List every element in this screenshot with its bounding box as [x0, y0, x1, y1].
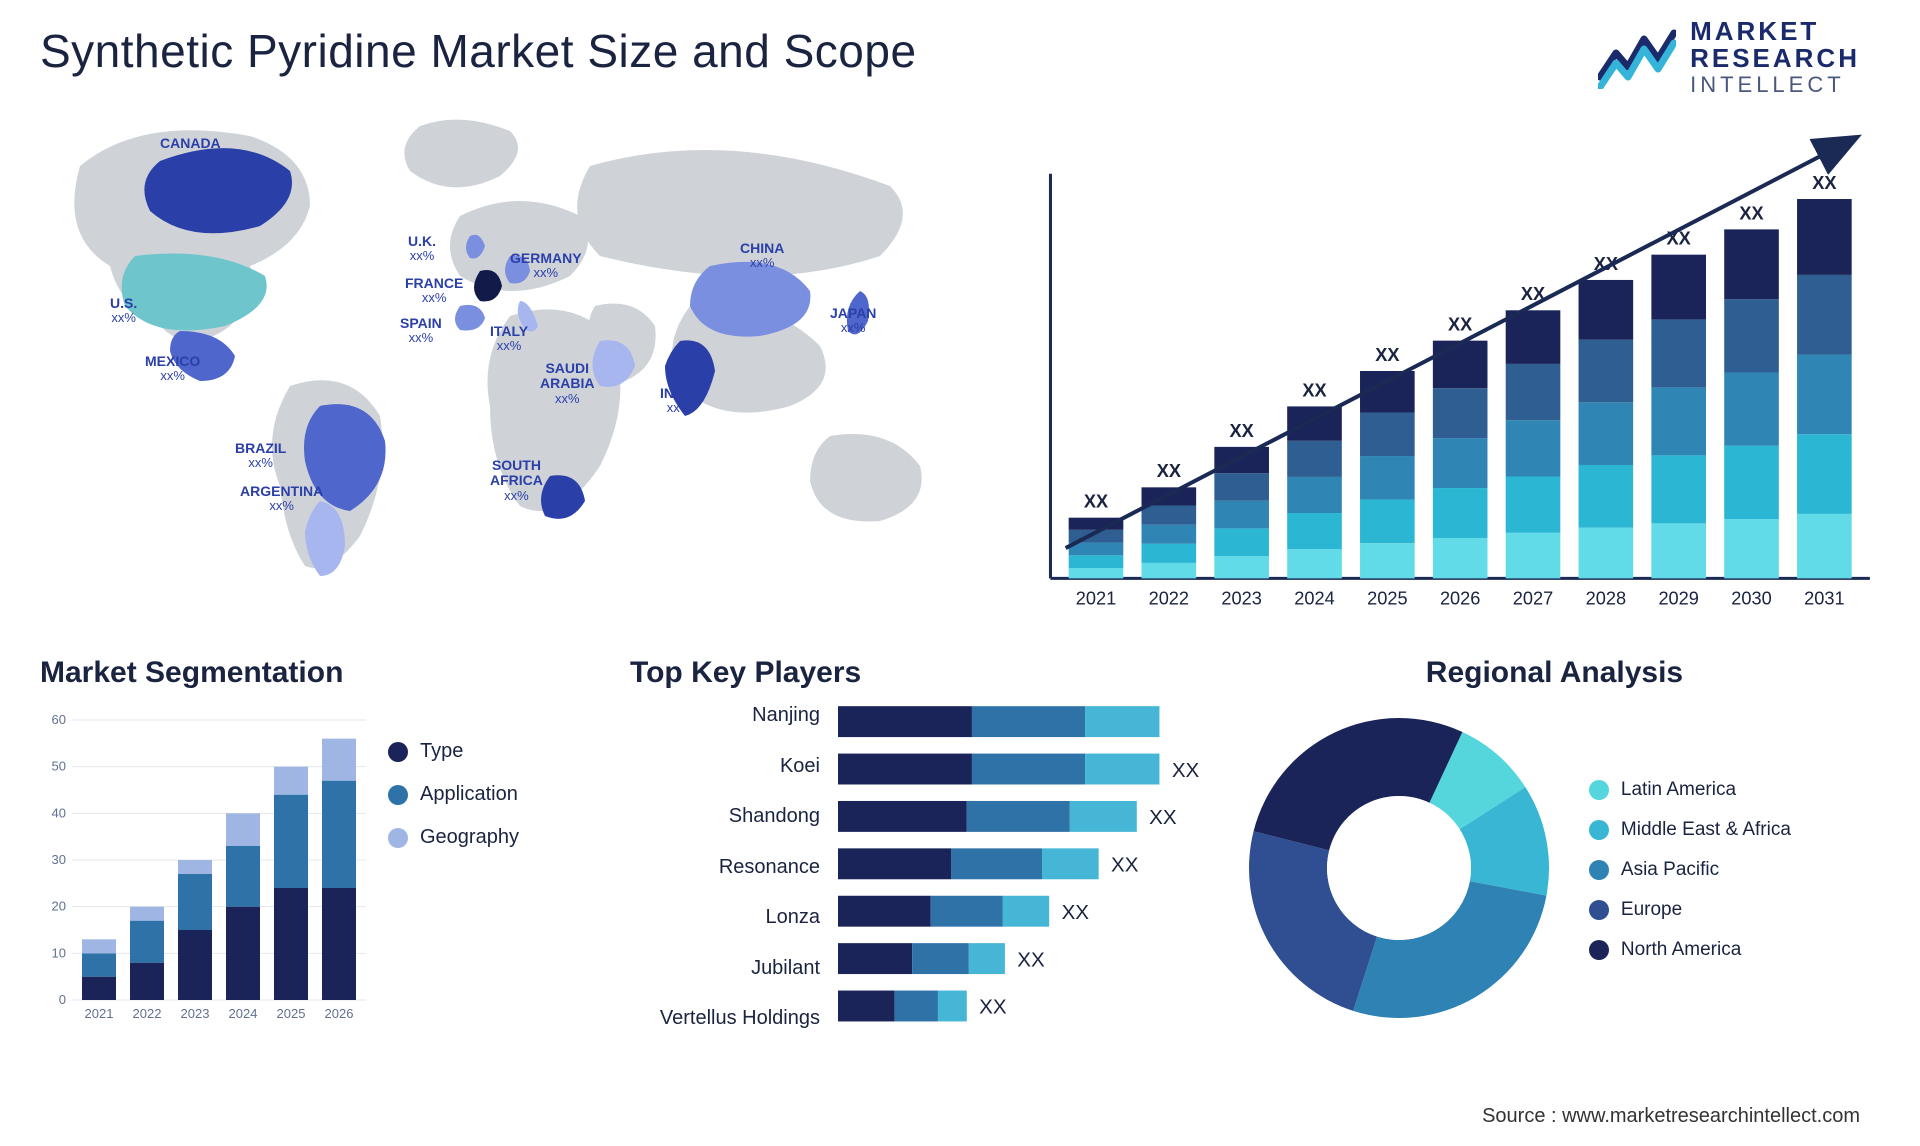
svg-text:2027: 2027: [1513, 589, 1553, 609]
source-label: Source : www.marketresearchintellect.com: [1482, 1105, 1860, 1128]
player-name: Vertellus Holdings: [630, 1007, 820, 1030]
map-label: FRANCExx%: [405, 276, 463, 306]
key-players-chart: XX XX XX XX XX XX: [838, 700, 1209, 1040]
svg-text:2025: 2025: [277, 1006, 306, 1021]
svg-text:XX: XX: [1302, 380, 1326, 400]
svg-text:10: 10: [52, 945, 66, 960]
svg-text:2024: 2024: [229, 1006, 258, 1021]
legend-item: Geography: [388, 826, 610, 849]
svg-text:XX: XX: [1172, 759, 1200, 782]
map-label: U.S.xx%: [110, 296, 137, 326]
svg-text:XX: XX: [1739, 203, 1763, 223]
map-label: CANADAxx%: [160, 136, 221, 166]
map-label: SOUTHAFRICAxx%: [490, 458, 543, 503]
regional-panel: Regional Analysis Latin America Middle Ea…: [1229, 656, 1880, 1056]
player-name: Shandong: [630, 805, 820, 828]
svg-text:2025: 2025: [1367, 589, 1407, 609]
svg-text:2023: 2023: [181, 1006, 210, 1021]
svg-text:50: 50: [52, 759, 66, 774]
segmentation-legend: Type Application Geography: [388, 700, 610, 1040]
svg-text:2029: 2029: [1658, 589, 1698, 609]
segmentation-title: Market Segmentation: [40, 656, 610, 690]
world-map-panel: CANADAxx% U.S.xx% MEXICOxx% BRAZILxx% ARGENT…: [40, 106, 980, 636]
svg-text:40: 40: [52, 805, 66, 820]
svg-text:0: 0: [59, 992, 66, 1007]
svg-text:XX: XX: [1017, 948, 1045, 971]
player-name: Nanjing: [630, 704, 820, 727]
map-label: ITALYxx%: [490, 324, 528, 354]
legend-item: Type: [388, 740, 610, 763]
svg-text:2026: 2026: [1440, 589, 1480, 609]
logo-line3: INTELLECT: [1690, 73, 1860, 96]
legend-item: Middle East & Africa: [1589, 819, 1880, 841]
map-label: CHINAxx%: [740, 241, 784, 271]
svg-text:2026: 2026: [325, 1006, 354, 1021]
legend-item: Asia Pacific: [1589, 859, 1880, 881]
map-label: MEXICOxx%: [145, 354, 200, 384]
brand-logo: MARKET RESEARCH INTELLECT: [1598, 18, 1860, 96]
logo-mark: [1598, 25, 1676, 89]
map-label: JAPANxx%: [830, 306, 876, 336]
segmentation-chart: 0 10 20 30 40 50 60 2021 2022 2023 2024 2025 2026: [40, 700, 370, 1040]
map-label: U.K.xx%: [408, 234, 436, 264]
legend-item: Application: [388, 783, 610, 806]
key-players-panel: Top Key Players Nanjing Koei Shandong Reson…: [630, 656, 1209, 1056]
svg-text:2022: 2022: [1149, 589, 1189, 609]
logo-line1: MARKET: [1690, 18, 1860, 45]
key-players-names: Nanjing Koei Shandong Resonance Lonza Jubilan…: [630, 700, 820, 1040]
svg-text:2031: 2031: [1804, 589, 1844, 609]
map-label: GERMANYxx%: [510, 251, 582, 281]
svg-text:2030: 2030: [1731, 589, 1771, 609]
svg-text:2024: 2024: [1294, 589, 1334, 609]
map-label: ARGENTINAxx%: [240, 484, 323, 514]
svg-text:XX: XX: [1812, 173, 1836, 193]
legend-item: North America: [1589, 939, 1880, 961]
legend-item: Latin America: [1589, 779, 1880, 801]
svg-text:2021: 2021: [1076, 589, 1116, 609]
svg-text:2028: 2028: [1586, 589, 1626, 609]
logo-line2: RESEARCH: [1690, 45, 1860, 72]
svg-text:XX: XX: [1084, 492, 1108, 512]
svg-text:XX: XX: [1375, 345, 1399, 365]
svg-text:2023: 2023: [1221, 589, 1261, 609]
svg-text:XX: XX: [1111, 854, 1139, 877]
regional-donut: [1229, 698, 1569, 1038]
legend-item: Europe: [1589, 899, 1880, 921]
svg-text:20: 20: [52, 899, 66, 914]
svg-text:2021: 2021: [85, 1006, 114, 1021]
svg-text:XX: XX: [1157, 461, 1181, 481]
svg-text:XX: XX: [1062, 901, 1090, 924]
svg-text:2022: 2022: [133, 1006, 162, 1021]
player-name: Resonance: [630, 856, 820, 879]
map-label: SAUDIARABIAxx%: [540, 361, 594, 406]
segmentation-panel: Market Segmentation 0 10 20 30 40 50 60 2021 202…: [40, 656, 610, 1056]
player-name: Koei: [630, 755, 820, 778]
map-label: INDIAxx%: [660, 386, 698, 416]
svg-text:60: 60: [52, 712, 66, 727]
growth-chart-panel: XX 2021 XX 2022 XX 2023 XX 2024 XX 2025 XX 2026 XX 20…: [1010, 106, 1880, 636]
svg-text:XX: XX: [979, 996, 1007, 1019]
svg-text:XX: XX: [1448, 315, 1472, 335]
growth-chart: XX 2021 XX 2022 XX 2023 XX 2024 XX 2025 XX 2026 XX 20…: [1010, 106, 1880, 636]
player-name: Jubilant: [630, 957, 820, 980]
regional-legend: Latin America Middle East & Africa Asia Pa…: [1589, 779, 1880, 961]
regional-title: Regional Analysis: [1229, 656, 1880, 690]
player-name: Lonza: [630, 906, 820, 929]
svg-text:30: 30: [52, 852, 66, 867]
map-label: BRAZILxx%: [235, 441, 286, 471]
map-label: SPAINxx%: [400, 316, 442, 346]
svg-text:XX: XX: [1230, 421, 1254, 441]
svg-text:XX: XX: [1149, 806, 1177, 829]
key-players-title: Top Key Players: [630, 656, 1209, 690]
